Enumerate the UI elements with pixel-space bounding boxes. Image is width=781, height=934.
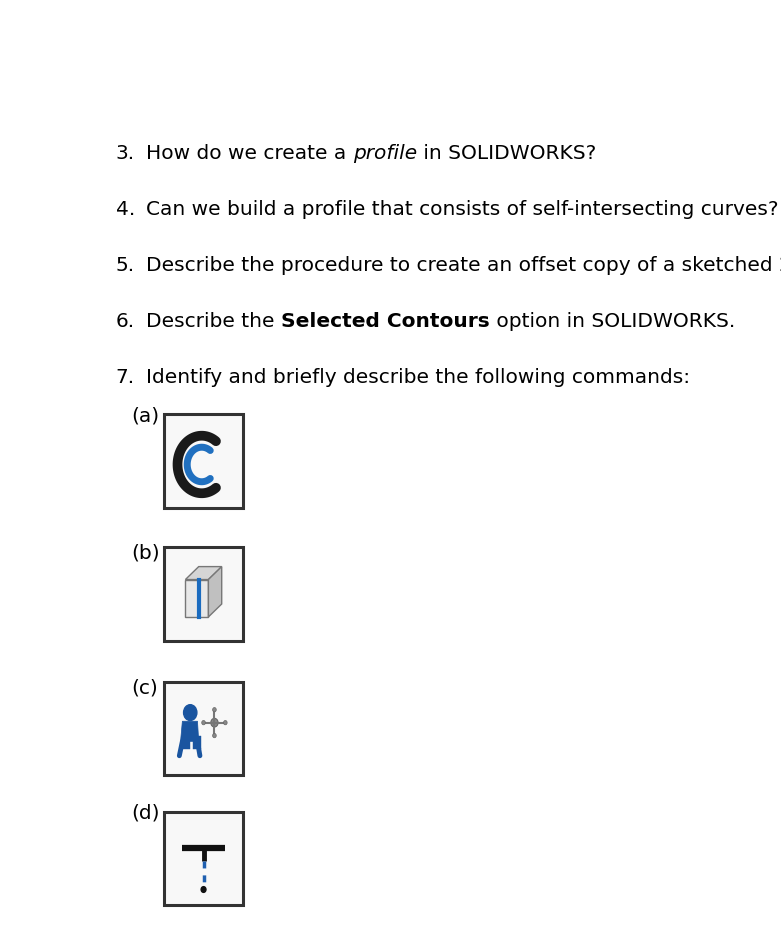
Text: 6.: 6. — [116, 312, 135, 331]
FancyBboxPatch shape — [164, 414, 243, 508]
FancyBboxPatch shape — [164, 547, 243, 641]
Text: 7.: 7. — [116, 368, 135, 387]
Text: in SOLIDWORKS?: in SOLIDWORKS? — [417, 145, 596, 163]
Text: 5.: 5. — [116, 256, 135, 275]
FancyBboxPatch shape — [164, 682, 243, 775]
Text: (c): (c) — [131, 678, 158, 697]
Text: Identify and briefly describe the following commands:: Identify and briefly describe the follow… — [146, 368, 690, 387]
Circle shape — [223, 720, 227, 725]
Text: (a): (a) — [131, 407, 159, 426]
Polygon shape — [209, 567, 222, 617]
Text: Describe the procedure to create an offset copy of a sketched 2D geometry.: Describe the procedure to create an offs… — [146, 256, 781, 275]
Polygon shape — [180, 721, 198, 742]
Text: Selected Contours: Selected Contours — [281, 312, 490, 331]
FancyBboxPatch shape — [164, 812, 243, 905]
Text: Describe the: Describe the — [146, 312, 281, 331]
Text: Can we build a profile that consists of self-intersecting curves?: Can we build a profile that consists of … — [146, 200, 779, 219]
Polygon shape — [193, 736, 201, 748]
Text: (b): (b) — [131, 544, 159, 562]
Circle shape — [212, 733, 216, 738]
Polygon shape — [185, 579, 209, 617]
Polygon shape — [185, 567, 222, 579]
Text: 3.: 3. — [116, 145, 135, 163]
Text: (d): (d) — [131, 804, 159, 823]
Circle shape — [184, 704, 197, 720]
Text: How do we create a: How do we create a — [146, 145, 353, 163]
Circle shape — [201, 886, 206, 892]
Circle shape — [211, 718, 218, 727]
Polygon shape — [182, 736, 191, 748]
Text: profile: profile — [353, 145, 417, 163]
Text: option in SOLIDWORKS.: option in SOLIDWORKS. — [490, 312, 735, 331]
Text: 4.: 4. — [116, 200, 135, 219]
Circle shape — [201, 720, 205, 725]
Circle shape — [212, 708, 216, 712]
